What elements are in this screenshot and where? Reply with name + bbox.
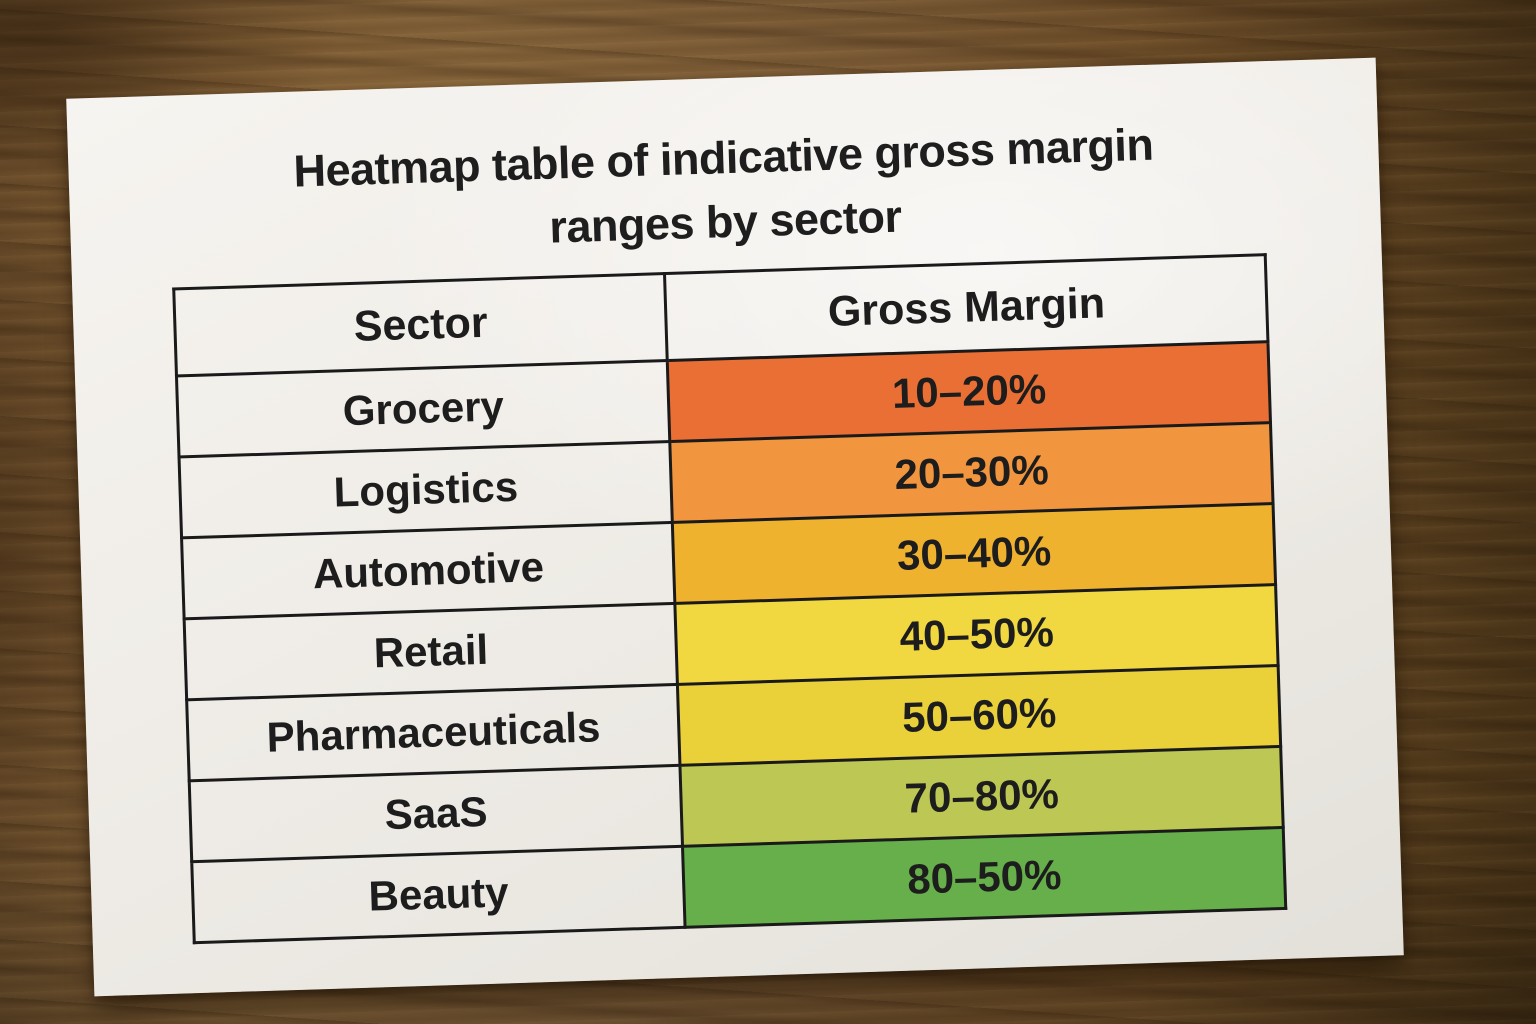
heatmap-table: Sector Gross Margin Grocery 10–20% Logis… <box>172 253 1287 944</box>
sector-cell: Retail <box>184 603 678 700</box>
sector-cell: Logistics <box>179 441 673 538</box>
sector-cell: SaaS <box>189 765 683 862</box>
sector-cell: Grocery <box>176 360 671 457</box>
paper-card: Heatmap table of indicative gross margin… <box>66 57 1404 997</box>
page-title: Heatmap table of indicative gross margin… <box>183 109 1266 271</box>
sector-cell: Beauty <box>191 846 686 943</box>
column-header-sector: Sector <box>173 273 668 376</box>
sector-cell: Pharmaceuticals <box>186 684 681 781</box>
sector-cell: Automotive <box>181 522 676 619</box>
